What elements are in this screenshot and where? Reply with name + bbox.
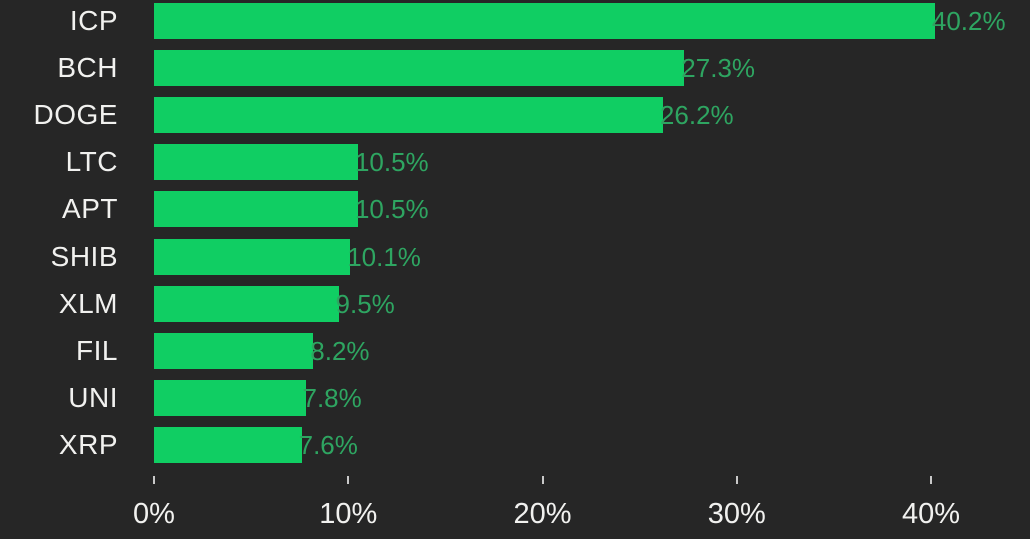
bar-doge — [154, 97, 663, 134]
category-label-shib: SHIB — [50, 240, 118, 272]
x-axis-tick-label: 0% — [133, 498, 175, 530]
category-label-bch: BCH — [57, 52, 118, 84]
value-label-xrp: 7.6% — [298, 429, 358, 460]
x-axis-tick-mark — [347, 476, 350, 484]
x-axis-tick-mark — [153, 476, 155, 484]
x-axis-tick-label: 40% — [901, 498, 961, 530]
bar-bch — [154, 50, 685, 87]
category-label-apt: APT — [62, 193, 118, 225]
bar-xrp — [154, 426, 302, 463]
value-label-doge: 26.2% — [659, 100, 734, 131]
bar-shib — [154, 238, 351, 275]
category-label-ltc: LTC — [65, 146, 118, 178]
value-label-xlm: 9.5% — [335, 288, 395, 319]
value-label-uni: 7.8% — [302, 382, 362, 413]
category-label-icp: ICP — [69, 5, 118, 36]
value-label-icp: 40.2% — [931, 6, 1006, 36]
bar-uni — [154, 379, 306, 416]
bar-fil — [154, 332, 314, 369]
value-label-bch: 27.3% — [681, 53, 756, 84]
bar-ltc — [154, 144, 358, 181]
value-label-apt: 10.5% — [354, 194, 429, 225]
value-label-shib: 10.1% — [347, 241, 421, 272]
x-axis-tick-mark — [930, 476, 932, 484]
bar-apt — [154, 191, 358, 228]
category-label-uni: UNI — [68, 381, 118, 413]
x-axis-tick-label: 30% — [707, 498, 766, 530]
value-label-ltc: 10.5% — [354, 147, 429, 178]
value-label-fil: 8.2% — [310, 335, 370, 366]
bar-xlm — [154, 285, 339, 322]
category-label-xrp: XRP — [58, 428, 118, 460]
x-axis-tick-mark — [735, 476, 738, 484]
x-axis-tick-label: 20% — [513, 498, 572, 530]
bar-icp — [154, 3, 935, 39]
x-axis-tick-mark — [541, 476, 544, 484]
category-label-fil: FIL — [76, 334, 118, 366]
x-axis-tick-label: 10% — [319, 498, 378, 530]
category-label-doge: DOGE — [33, 99, 118, 131]
category-label-xlm: XLM — [58, 287, 118, 319]
